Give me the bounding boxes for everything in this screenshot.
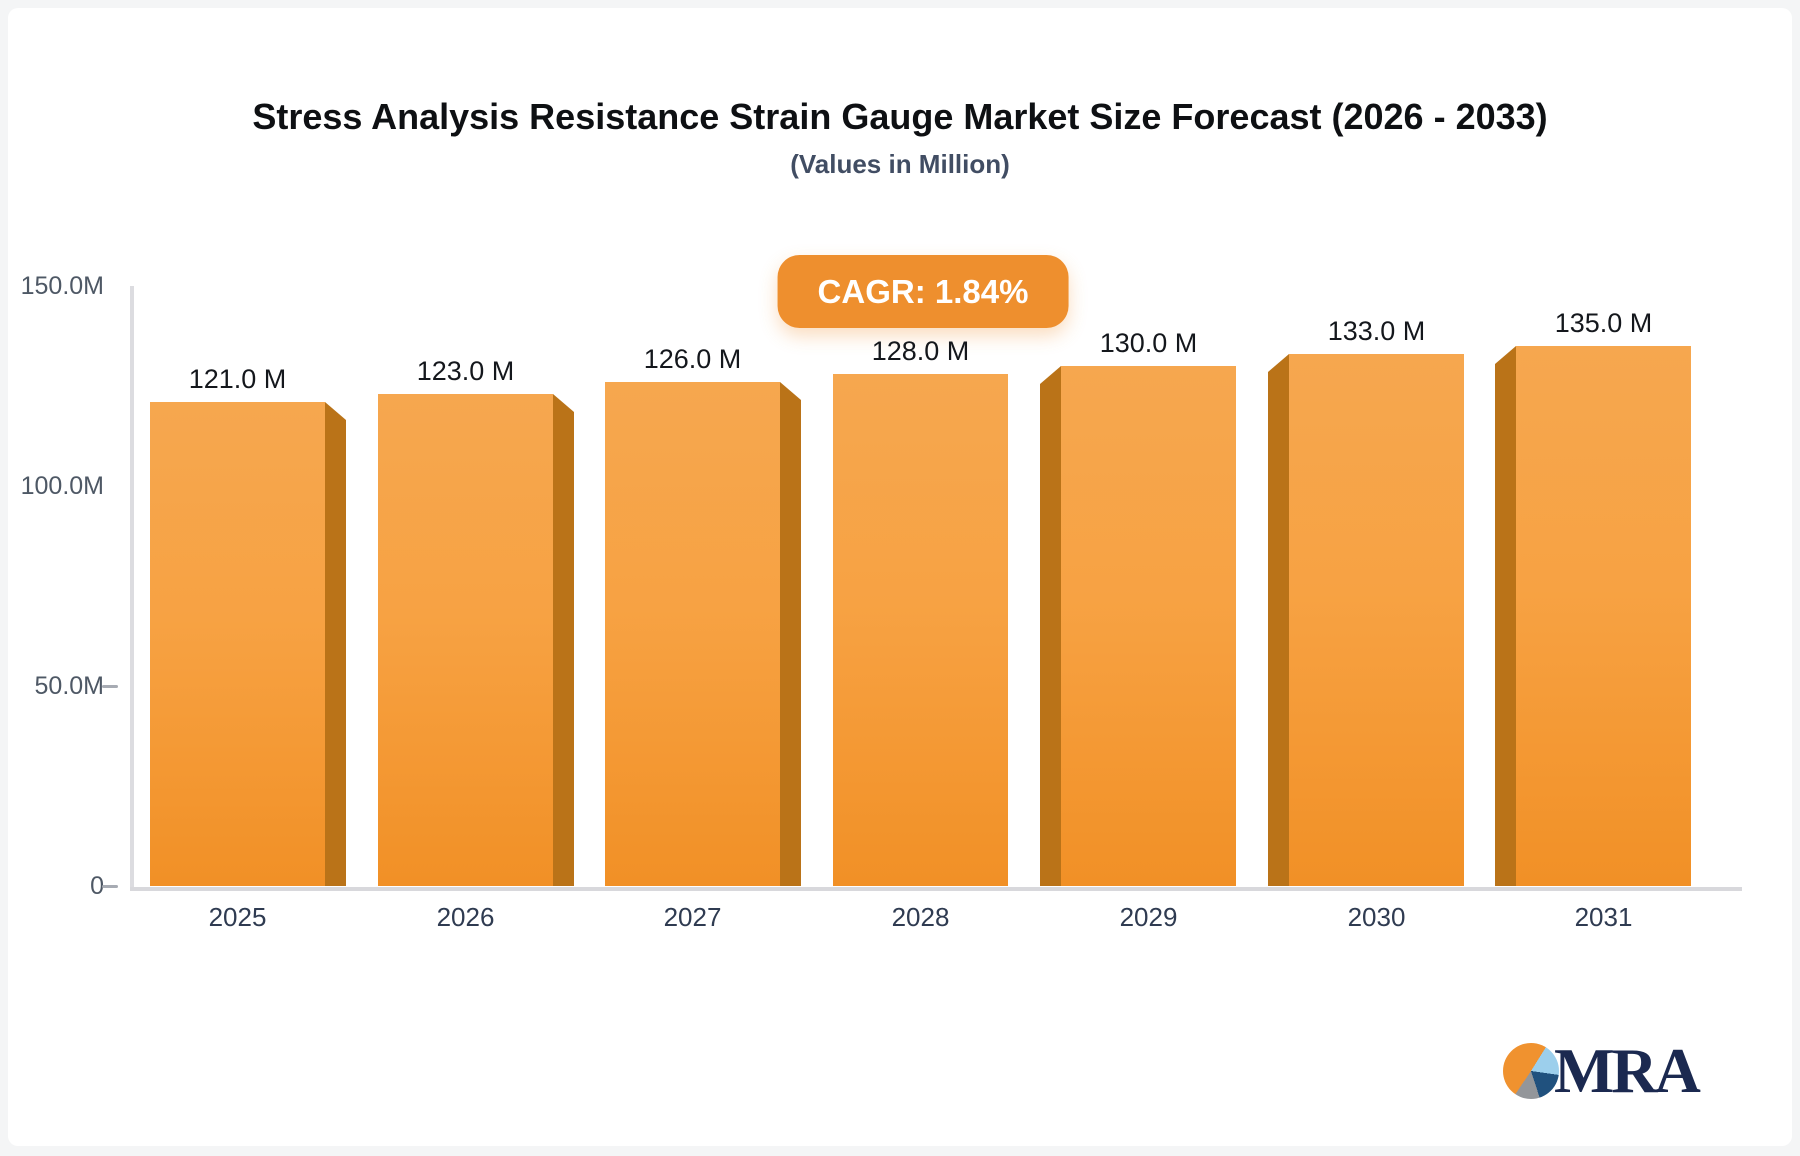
cagr-badge-label: CAGR: 1.84%: [817, 273, 1029, 310]
bar-value-label: 121.0 M: [188, 364, 287, 394]
y-tick-label-100m: 100.0M: [20, 472, 104, 500]
logo-pie-icon: [1503, 1043, 1559, 1099]
bar-front-face: [1516, 346, 1691, 886]
bar-side-face: [1040, 366, 1061, 886]
chart-subtitle: (Values in Million): [790, 149, 1010, 179]
x-tick-label-2028: 2028: [891, 902, 950, 932]
bar-2030: 133.0 M: [1268, 316, 1464, 886]
y-axis-line: [130, 286, 134, 890]
x-tick-label-2029: 2029: [1119, 902, 1178, 932]
y-tick-mark-0: [102, 885, 118, 888]
bar-side-face: [325, 402, 346, 886]
bar-2029: 130.0 M: [1040, 328, 1236, 886]
logo-text: MRA: [1554, 1035, 1701, 1106]
bar-value-label: 128.0 M: [871, 336, 970, 366]
bar-2027: 126.0 M: [605, 344, 801, 886]
bar-2026: 123.0 M: [378, 356, 574, 886]
bar-2025: 121.0 M: [150, 364, 346, 886]
bar-front-face: [833, 374, 1008, 886]
y-tick-mark-50m: [102, 685, 118, 688]
bar-front-face: [1289, 354, 1464, 886]
bar-side-face: [780, 382, 801, 886]
x-axis-line: [130, 887, 1742, 891]
bar-side-face: [553, 394, 574, 886]
bar-front-face: [150, 402, 325, 886]
bar-value-label: 126.0 M: [643, 344, 742, 374]
bar-front-face: [378, 394, 553, 886]
bar-value-label: 123.0 M: [416, 356, 515, 386]
bar-value-label: 130.0 M: [1099, 328, 1198, 358]
y-tick-label-50m: 50.0M: [34, 672, 104, 700]
bar-side-face: [1268, 354, 1289, 886]
mra-logo: MRA: [1503, 1035, 1701, 1106]
chart-title: Stress Analysis Resistance Strain Gauge …: [252, 96, 1548, 137]
y-tick-label-150m: 150.0M: [20, 272, 104, 300]
x-tick-label-2031: 2031: [1574, 902, 1633, 932]
x-tick-label-2030: 2030: [1347, 902, 1406, 932]
bar-value-label: 135.0 M: [1554, 308, 1653, 338]
x-tick-label-2026: 2026: [436, 902, 495, 932]
bar-side-face: [1495, 346, 1516, 886]
bar-front-face: [605, 382, 780, 886]
x-tick-label-2025: 2025: [208, 902, 267, 932]
y-tick-label-0: 0: [90, 872, 104, 900]
cagr-badge: CAGR: 1.84%: [777, 255, 1069, 328]
bar-value-label: 133.0 M: [1327, 316, 1426, 346]
x-tick-label-2027: 2027: [663, 902, 722, 932]
bar-2028: 128.0 M: [833, 336, 1008, 886]
bar-2031: 135.0 M: [1495, 308, 1691, 886]
bar-front-face: [1061, 366, 1236, 886]
